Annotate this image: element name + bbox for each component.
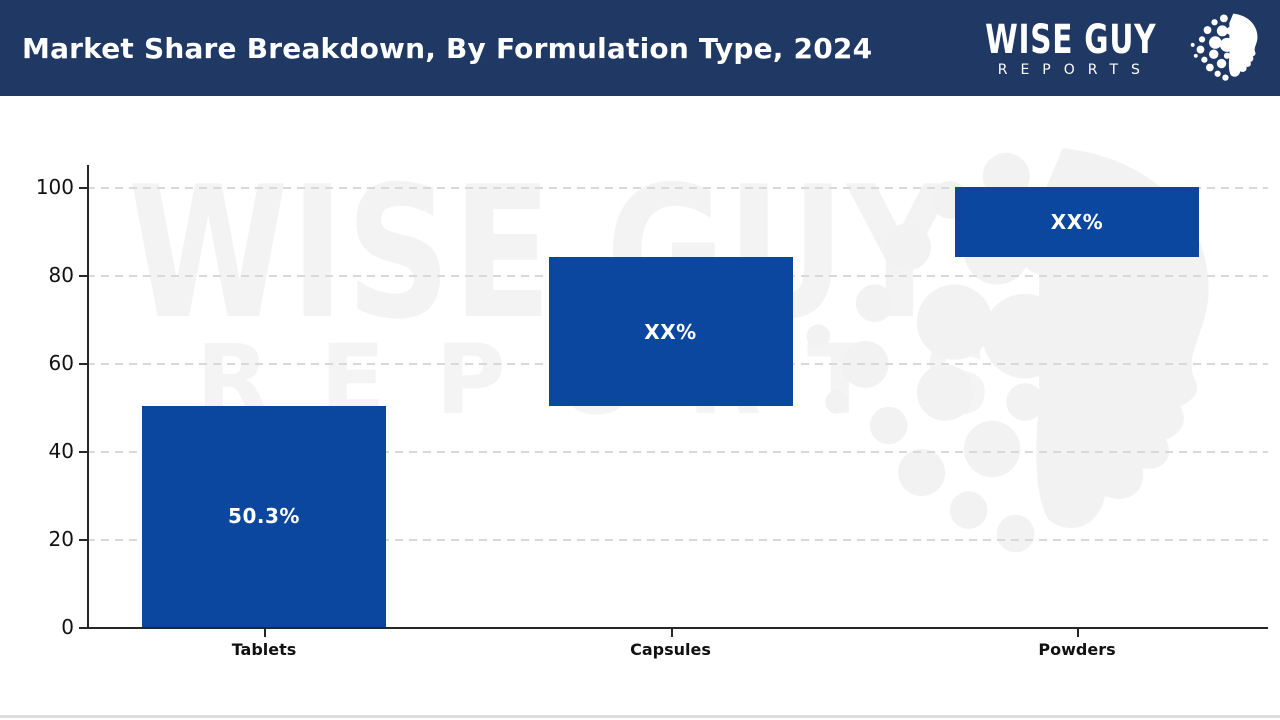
category-label: Capsules: [630, 640, 711, 659]
y-tick-label: 100: [35, 175, 74, 199]
bar-powders: XX%: [955, 187, 1199, 258]
gridline: [87, 451, 1268, 453]
y-tick-mark: [79, 275, 87, 277]
brand-subtitle: REPORTS: [997, 61, 1153, 78]
watermark-brand-text: WISE GUY: [128, 147, 954, 359]
y-tick-mark: [79, 363, 87, 365]
bar-value-label: 50.3%: [228, 504, 300, 529]
bar-value-label: XX%: [644, 319, 697, 344]
y-tick-mark: [79, 451, 87, 453]
y-tick-mark: [79, 627, 87, 629]
x-tick-mark: [1077, 629, 1079, 637]
bar-capsules: XX%: [548, 257, 793, 406]
x-tick-mark: [670, 629, 673, 637]
logo-head-icon: [1190, 13, 1258, 81]
page-title: Market Share Breakdown, By Formulation T…: [22, 31, 873, 65]
x-axis-line: [87, 627, 1268, 629]
brand-logo-text: WISE GUY REPORTS: [955, 20, 1186, 77]
x-tick-mark: [264, 629, 266, 637]
y-tick-label: 60: [48, 351, 74, 375]
bar-value-label: XX%: [1050, 210, 1104, 235]
gridline: [87, 187, 1268, 189]
brand-logo: WISE GUY REPORTS: [955, 6, 1280, 90]
gridline: [87, 539, 1268, 541]
bar-tablets: 50.3%: [142, 405, 386, 627]
y-tick-label: 40: [48, 439, 74, 463]
y-tick-label: 20: [48, 527, 74, 551]
y-tick-mark: [79, 539, 87, 541]
bottom-divider: [0, 715, 1280, 718]
y-tick-label: 80: [48, 263, 74, 287]
y-tick-mark: [79, 187, 87, 189]
category-label: Tablets: [231, 640, 297, 659]
brand-name: WISE GUY: [984, 16, 1156, 63]
category-label: Powders: [1038, 640, 1116, 659]
y-axis-line: [87, 165, 89, 629]
header-bar: Market Share Breakdown, By Formulation T…: [0, 0, 1280, 96]
y-tick-label: 0: [61, 615, 74, 639]
